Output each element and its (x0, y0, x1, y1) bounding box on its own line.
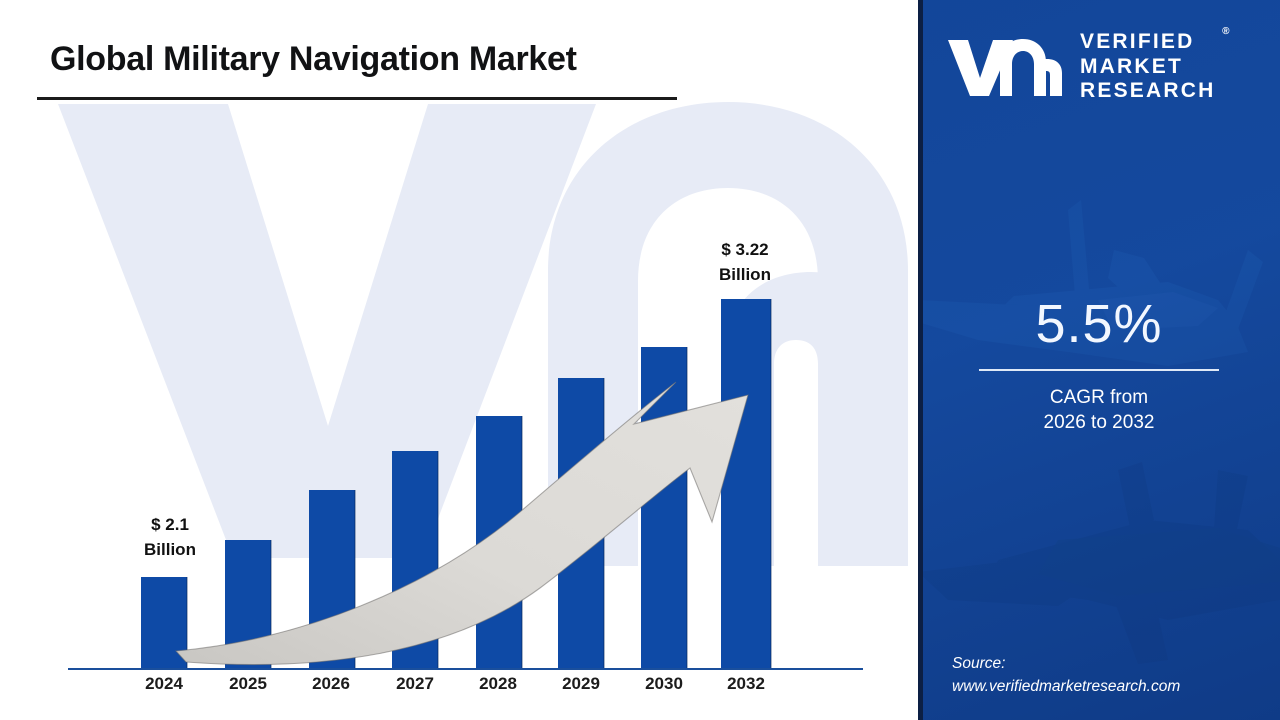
cagr-caption-line1: CAGR from (1049, 386, 1149, 408)
bar-2032[interactable] (721, 299, 771, 669)
brand-panel: VERIFIED MARKET RESEARCH ® 5.5% CAGR fro… (918, 0, 1280, 720)
xtick-2025: 2025 (229, 674, 267, 693)
xtick-2024: 2024 (145, 674, 183, 693)
bar-2028[interactable] (476, 416, 522, 669)
logo-line-research: RESEARCH (1080, 79, 1216, 103)
xtick-2029: 2029 (562, 674, 600, 693)
logo-line-verified: VERIFIED (1080, 30, 1195, 54)
xtick-2026: 2026 (312, 674, 350, 693)
xtick-2032: 2032 (727, 674, 765, 693)
value-label-2024-amount: $ 2.1 (151, 515, 189, 534)
bar-2024[interactable] (141, 577, 187, 669)
bar-2029[interactable] (558, 378, 604, 669)
xtick-2030: 2030 (645, 674, 683, 693)
vmr-logo-mark-icon (948, 39, 1062, 96)
logo-line-market: MARKET (1080, 54, 1184, 78)
chart-panel: Global Military Navigation Market (37, 40, 908, 693)
value-label-2032: $ 3.22 Billion (680, 238, 810, 287)
source-credit: Source: www.verifiedmarketresearch.com (952, 652, 1272, 699)
registered-trademark-icon: ® (1222, 26, 1230, 38)
cagr-value: 5.5% (1035, 294, 1163, 354)
cagr-divider (979, 368, 1219, 371)
vmr-logo[interactable]: VERIFIED MARKET RESEARCH ® (944, 26, 1274, 108)
xtick-2027: 2027 (396, 674, 434, 693)
page-title: Global Military Navigation Market (50, 40, 577, 78)
value-label-2032-amount: $ 3.22 (721, 240, 769, 259)
value-label-2024: $ 2.1 Billion (105, 513, 235, 562)
bar-2030[interactable] (641, 347, 687, 669)
cagr-callout: 5.5% CAGR from 2026 to 2032 (918, 296, 1280, 436)
growth-arrow-icon (174, 381, 749, 666)
title-divider (37, 97, 677, 100)
bar-2026[interactable] (309, 490, 355, 669)
x-axis-line (68, 668, 863, 670)
xtick-2028: 2028 (479, 674, 517, 693)
source-label: Source: (952, 654, 1006, 672)
cagr-caption-line2: 2026 to 2032 (1043, 412, 1155, 434)
panel-left-edge (918, 0, 923, 720)
value-label-2024-unit: Billion (144, 539, 196, 559)
source-url[interactable]: www.verifiedmarketresearch.com (952, 677, 1181, 695)
vmr-logo-wordmark: VERIFIED MARKET RESEARCH ® (1080, 26, 1229, 103)
bar-chart-plot: 2024 2025 2026 2027 2028 2029 2030 2032 … (68, 238, 863, 693)
panel-color-overlay (918, 0, 1280, 720)
bar-2027[interactable] (392, 451, 438, 669)
cagr-caption: CAGR from 2026 to 2032 (918, 385, 1280, 436)
value-label-2032-unit: Billion (719, 264, 771, 284)
